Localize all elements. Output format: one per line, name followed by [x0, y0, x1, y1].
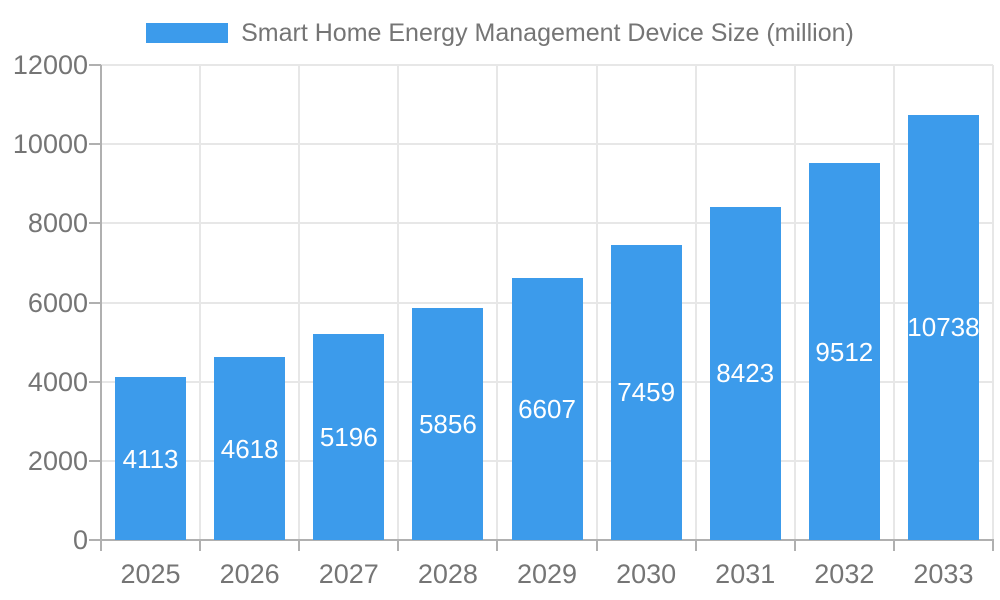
bar[interactable] — [313, 334, 385, 540]
bar[interactable] — [115, 377, 187, 540]
grid-line-horizontal — [101, 222, 993, 225]
x-axis-line — [100, 539, 994, 541]
bar[interactable] — [511, 278, 583, 540]
grid-line-horizontal — [101, 64, 993, 66]
y-axis-tick — [89, 459, 101, 462]
bar[interactable] — [907, 114, 979, 540]
y-axis-tick — [89, 539, 101, 541]
grid-line-vertical — [992, 65, 994, 540]
bar[interactable] — [610, 244, 682, 540]
bar[interactable] — [808, 163, 880, 540]
y-axis-tick — [89, 380, 101, 383]
x-axis-tick — [496, 540, 499, 551]
bar[interactable] — [709, 206, 781, 540]
x-axis-label: 2026 — [219, 559, 280, 589]
grid-line-vertical — [595, 65, 598, 540]
legend-swatch-icon — [146, 23, 229, 43]
bar-value-label: 5856 — [418, 409, 477, 440]
x-axis-tick — [595, 540, 598, 551]
bar-value-label: 7459 — [617, 377, 676, 408]
bar-value-label: 5196 — [319, 422, 378, 453]
x-axis-tick — [992, 540, 994, 551]
x-axis-tick — [694, 540, 697, 551]
x-axis-tick — [892, 540, 895, 551]
bar[interactable] — [214, 357, 286, 540]
grid-line-horizontal — [101, 143, 993, 146]
bar[interactable] — [412, 308, 484, 540]
bar-value-label: 4113 — [122, 443, 179, 474]
bar-value-label: 8423 — [716, 358, 775, 389]
grid-line-vertical — [694, 65, 697, 540]
y-axis-tick — [89, 143, 101, 146]
y-axis-label: 12000 — [12, 50, 88, 80]
y-axis-label: 6000 — [27, 287, 88, 318]
x-axis-tick — [793, 540, 796, 551]
bar-value-label: 6607 — [518, 394, 576, 425]
y-axis-tick — [89, 301, 101, 304]
x-axis-label: 2025 — [120, 559, 181, 589]
grid-line-vertical — [793, 65, 796, 540]
grid-line-vertical — [199, 65, 202, 540]
x-axis-tick — [298, 540, 301, 551]
y-axis-label: 10000 — [12, 129, 88, 160]
x-axis-label: 2028 — [417, 559, 478, 589]
y-axis-label: 4000 — [27, 366, 88, 397]
y-axis-label: 0 — [72, 525, 88, 555]
bar-value-label: 4618 — [220, 433, 279, 464]
x-axis-tick — [100, 540, 102, 551]
grid-line-vertical — [496, 65, 499, 540]
x-axis-label: 2032 — [814, 559, 875, 589]
chart-legend[interactable]: Smart Home Energy Management Device Size… — [0, 14, 1000, 52]
grid-line-vertical — [298, 65, 301, 540]
y-axis-tick — [89, 64, 101, 66]
y-axis-line — [100, 65, 102, 542]
x-axis-label: 2030 — [616, 559, 677, 589]
x-axis-label: 2027 — [318, 559, 379, 589]
x-axis-tick — [199, 540, 202, 551]
y-axis-label: 2000 — [27, 445, 88, 476]
x-axis-tick — [397, 540, 400, 551]
x-axis-label: 2033 — [913, 559, 974, 589]
x-axis-label: 2031 — [715, 559, 776, 589]
bar-value-label: 10738 — [907, 312, 980, 343]
grid-line-vertical — [892, 65, 895, 540]
y-axis-label: 8000 — [27, 208, 88, 239]
y-axis-tick — [89, 222, 101, 225]
x-axis-label: 2029 — [516, 559, 578, 589]
legend-label: Smart Home Energy Management Device Size… — [241, 18, 854, 47]
bar-value-label: 9512 — [815, 336, 874, 367]
grid-line-vertical — [397, 65, 400, 540]
